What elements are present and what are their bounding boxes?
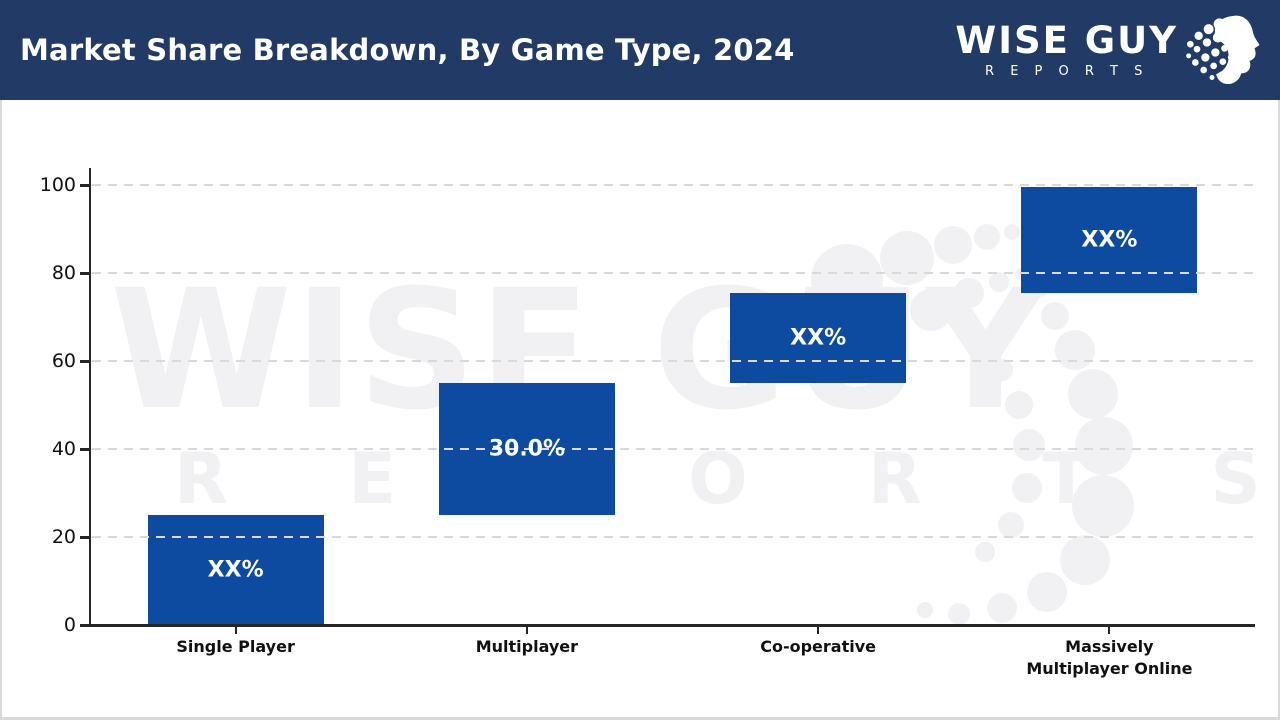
bar-value-label: 30.0% [488,436,566,462]
gridline [92,184,1255,186]
x-category-label: Multiplayer [476,636,578,658]
x-category-label-line: Single Player [176,637,295,656]
y-tickmark [80,184,89,187]
gridline [92,536,1255,538]
x-category-label-line: Massively [1065,637,1154,656]
x-tickmark [525,627,528,634]
logo-wordmark: WISE GUY [955,18,1178,62]
x-tickmark [234,627,237,634]
y-tickmark [80,448,89,451]
header-bar: Market Share Breakdown, By Game Type, 20… [0,0,1280,100]
x-category-label-line: Co-operative [760,637,877,656]
bar-value-label: XX% [207,557,264,583]
y-tick-label: 80 [51,262,76,284]
bar-value-label: XX% [790,325,847,351]
plot-area: XX% 30.0% XX% XX% 0 20 40 60 80 100 Single Player M… [2,100,1278,717]
bar-segment [1021,187,1198,293]
x-tickmark [817,627,820,634]
bar-value-label: XX% [1081,227,1138,253]
y-tick-label: 100 [39,174,76,196]
x-category-label: Co-operative [760,636,876,658]
y-tickmark [80,624,89,627]
x-category-label-line: Multiplayer [475,637,579,656]
x-axis-line [88,624,1255,627]
x-tickmark [1108,627,1111,634]
x-category-label: Single Player [176,636,294,658]
y-tick-label: 20 [51,526,76,548]
y-tick-label: 60 [51,350,76,372]
logo-head-icon [1186,15,1260,84]
y-tick-label: 40 [51,438,76,460]
logo-text: WISE GUY R E P O R T S [955,22,1178,79]
y-tickmark [80,272,89,275]
x-category-label: Massively Multiplayer Online [1026,636,1192,680]
y-tick-label: 0 [63,614,76,636]
bar-segment [730,292,907,383]
chart-canvas: WISE GUY R E P O R T S XX% 30.0% XX% XX% 0 20… [0,100,1280,720]
page-title: Market Share Breakdown, By Game Type, 20… [20,33,795,67]
y-axis-line [88,168,91,627]
y-tickmark [80,360,89,363]
y-tickmark [80,536,89,539]
gridline [92,360,1255,362]
logo-subtext: R E P O R T S [985,63,1149,79]
wise-guy-logo: WISE GUY R E P O R T S [955,8,1262,92]
gridline [92,448,1255,450]
bar-segment [147,515,324,625]
x-category-label-line: Multiplayer Online [1026,659,1193,678]
gridline [92,272,1255,274]
